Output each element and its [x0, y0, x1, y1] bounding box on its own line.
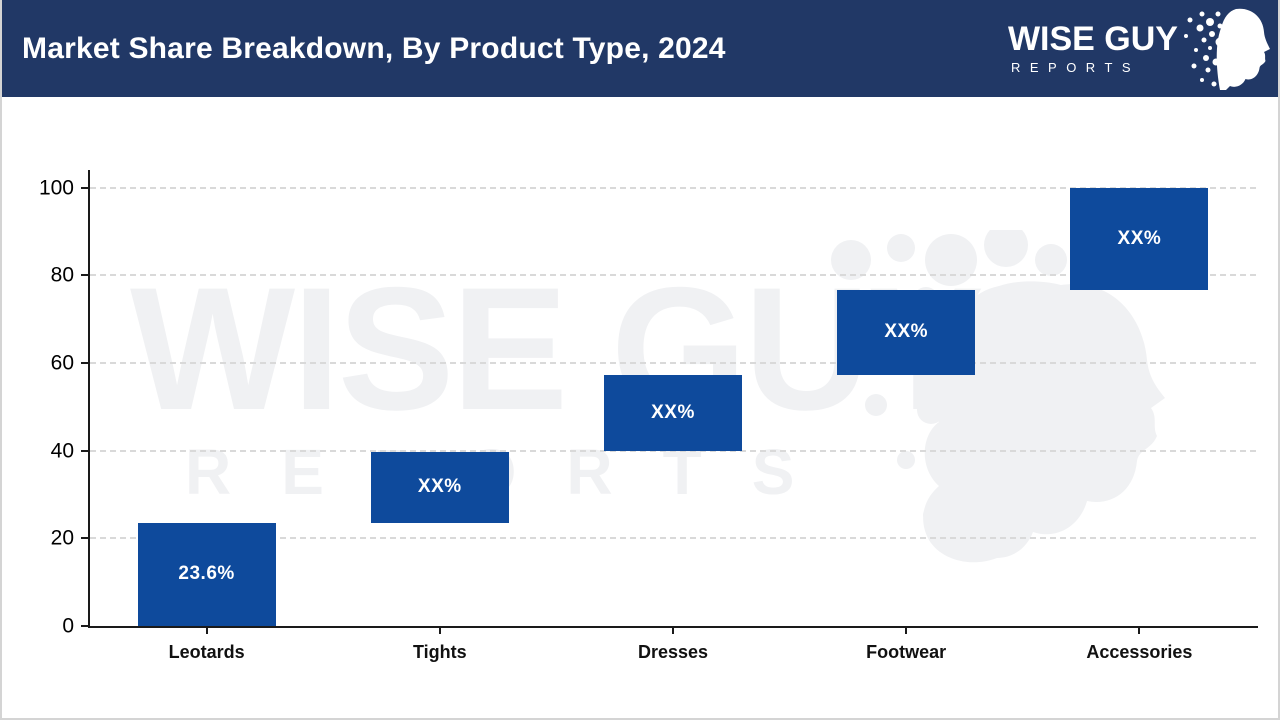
header-bar: Market Share Breakdown, By Product Type,… [2, 0, 1278, 97]
x-axis-label: Leotards [168, 642, 245, 662]
bar: XX% [370, 451, 509, 523]
x-axis-label: Footwear [866, 642, 947, 662]
bar-value-label: XX% [651, 401, 695, 423]
brand-face-icon [1184, 8, 1270, 90]
y-tick-mark [81, 186, 88, 189]
y-tick-label: 80 [50, 263, 74, 287]
bar-value-label: 23.6% [178, 563, 235, 585]
x-tick-mark [1138, 628, 1141, 634]
x-tick-mark [672, 628, 674, 634]
y-tick-mark [81, 361, 88, 364]
bar: XX% [1070, 187, 1209, 290]
x-axis-line [88, 626, 1258, 628]
x-axis-label: Dresses [637, 642, 709, 662]
y-tick-label: 0 [62, 614, 74, 638]
x-tick-mark [905, 628, 908, 634]
y-tick-label: 100 [38, 176, 74, 200]
brand-subtitle: REPORTS [1010, 60, 1141, 75]
x-tick-mark [205, 628, 208, 634]
bar: 23.6% [137, 522, 276, 626]
x-tick-mark [438, 628, 441, 634]
brand-name: WISE GUY [1007, 20, 1178, 58]
y-tick-label: 20 [50, 526, 74, 550]
bar: XX% [837, 289, 976, 375]
page-title: Market Share Breakdown, By Product Type,… [22, 31, 726, 65]
y-tick-mark [81, 625, 88, 627]
bar-value-label: XX% [1117, 227, 1162, 249]
y-tick-label: 40 [50, 439, 74, 463]
gridline [90, 361, 1256, 364]
y-tick-mark [81, 274, 88, 277]
y-tick-mark [81, 537, 88, 540]
y-tick-label: 60 [50, 351, 74, 375]
chart-plot-area: 0 20 40 60 80 100 23.6% Leotards XX% Tights XX% Dre… [39, 170, 1258, 662]
gridline [90, 186, 1256, 189]
y-tick-mark [81, 449, 88, 452]
brand-logo: WISE GUY REPORTS [1008, 6, 1272, 92]
bar-value-label: XX% [884, 321, 929, 343]
bar-value-label: XX% [417, 476, 462, 498]
gridline [90, 274, 1256, 277]
bar: XX% [604, 374, 742, 452]
x-axis-label: Tights [412, 642, 467, 662]
brand-wordmark: WISE GUY REPORTS [1008, 22, 1178, 75]
y-axis-line [88, 170, 90, 628]
gridline [90, 537, 1256, 540]
x-axis-label: Accessories [1086, 642, 1193, 662]
